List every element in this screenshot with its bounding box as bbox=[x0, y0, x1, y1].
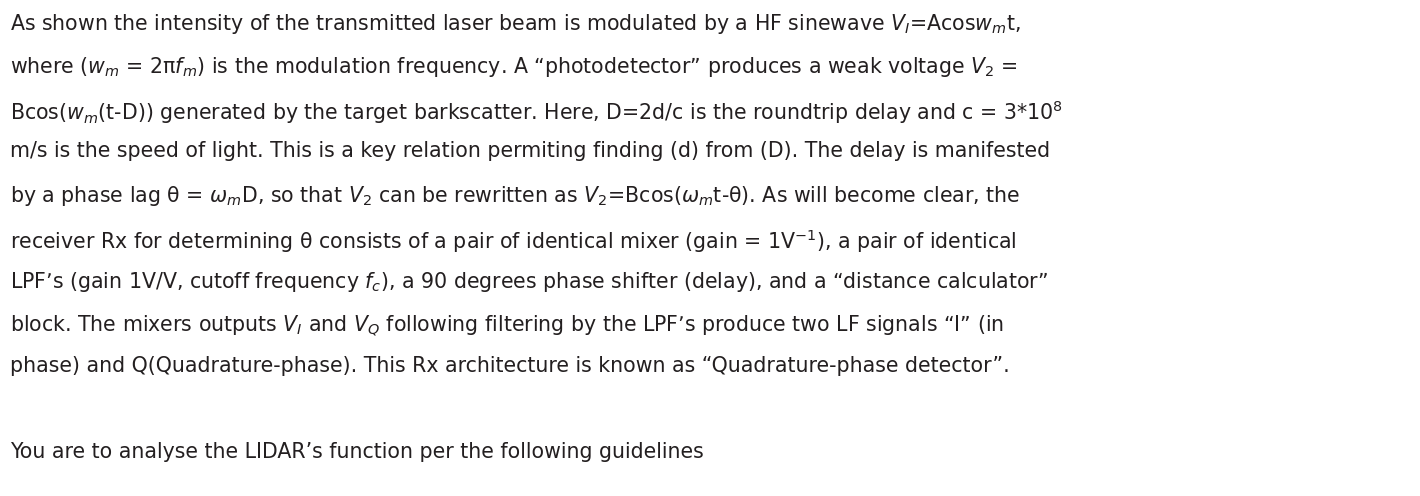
Text: LPF’s (gain 1V/V, cutoff frequency $f_c$), a 90 degrees phase shifter (delay), a: LPF’s (gain 1V/V, cutoff frequency $f_c$… bbox=[10, 270, 1048, 294]
Text: Bcos($w_m$(t-D)) generated by the target barkscatter. Here, D=2d/c is the roundt: Bcos($w_m$(t-D)) generated by the target… bbox=[10, 98, 1064, 125]
Text: receiver Rx for determining θ consists of a pair of identical mixer (gain = 1V$^: receiver Rx for determining θ consists o… bbox=[10, 227, 1017, 254]
Text: phase) and Q(Quadrature-phase). This Rx architecture is known as “Quadrature-pha: phase) and Q(Quadrature-phase). This Rx … bbox=[10, 356, 1010, 376]
Text: m/s is the speed of light. This is a key relation permiting finding (d) from (D): m/s is the speed of light. This is a key… bbox=[10, 141, 1051, 161]
Text: As shown the intensity of the transmitted laser beam is modulated by a HF sinewa: As shown the intensity of the transmitte… bbox=[10, 12, 1021, 36]
Text: You are to analyse the LIDAR’s function per the following guidelines: You are to analyse the LIDAR’s function … bbox=[10, 442, 704, 462]
Text: by a phase lag θ = $ω_m$D, so that $V_2$ can be rewritten as $V_2$=Bcos($ω_m$t-θ: by a phase lag θ = $ω_m$D, so that $V_2$… bbox=[10, 184, 1020, 208]
Text: block. The mixers outputs $V_I$ and $V_Q$ following filtering by the LPF’s produ: block. The mixers outputs $V_I$ and $V_Q… bbox=[10, 313, 1004, 337]
Text: where ($w_m$ = 2π$f_m$) is the modulation frequency. A “photodetector” produces : where ($w_m$ = 2π$f_m$) is the modulatio… bbox=[10, 55, 1018, 79]
